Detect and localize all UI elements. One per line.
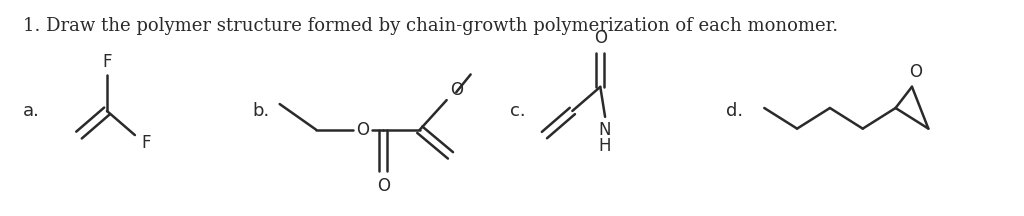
Text: O: O [909, 63, 923, 81]
Text: N: N [599, 121, 611, 139]
Text: b.: b. [253, 102, 270, 120]
Text: O: O [594, 29, 607, 47]
Text: H: H [599, 137, 611, 156]
Text: O: O [355, 121, 369, 139]
Text: a.: a. [23, 102, 39, 120]
Text: O: O [377, 177, 390, 195]
Text: c.: c. [510, 102, 525, 120]
Text: F: F [141, 134, 152, 152]
Text: F: F [102, 52, 112, 70]
Text: 1. Draw the polymer structure formed by chain-growth polymerization of each mono: 1. Draw the polymer structure formed by … [23, 17, 838, 35]
Text: O: O [450, 81, 463, 99]
Text: d.: d. [726, 102, 743, 120]
